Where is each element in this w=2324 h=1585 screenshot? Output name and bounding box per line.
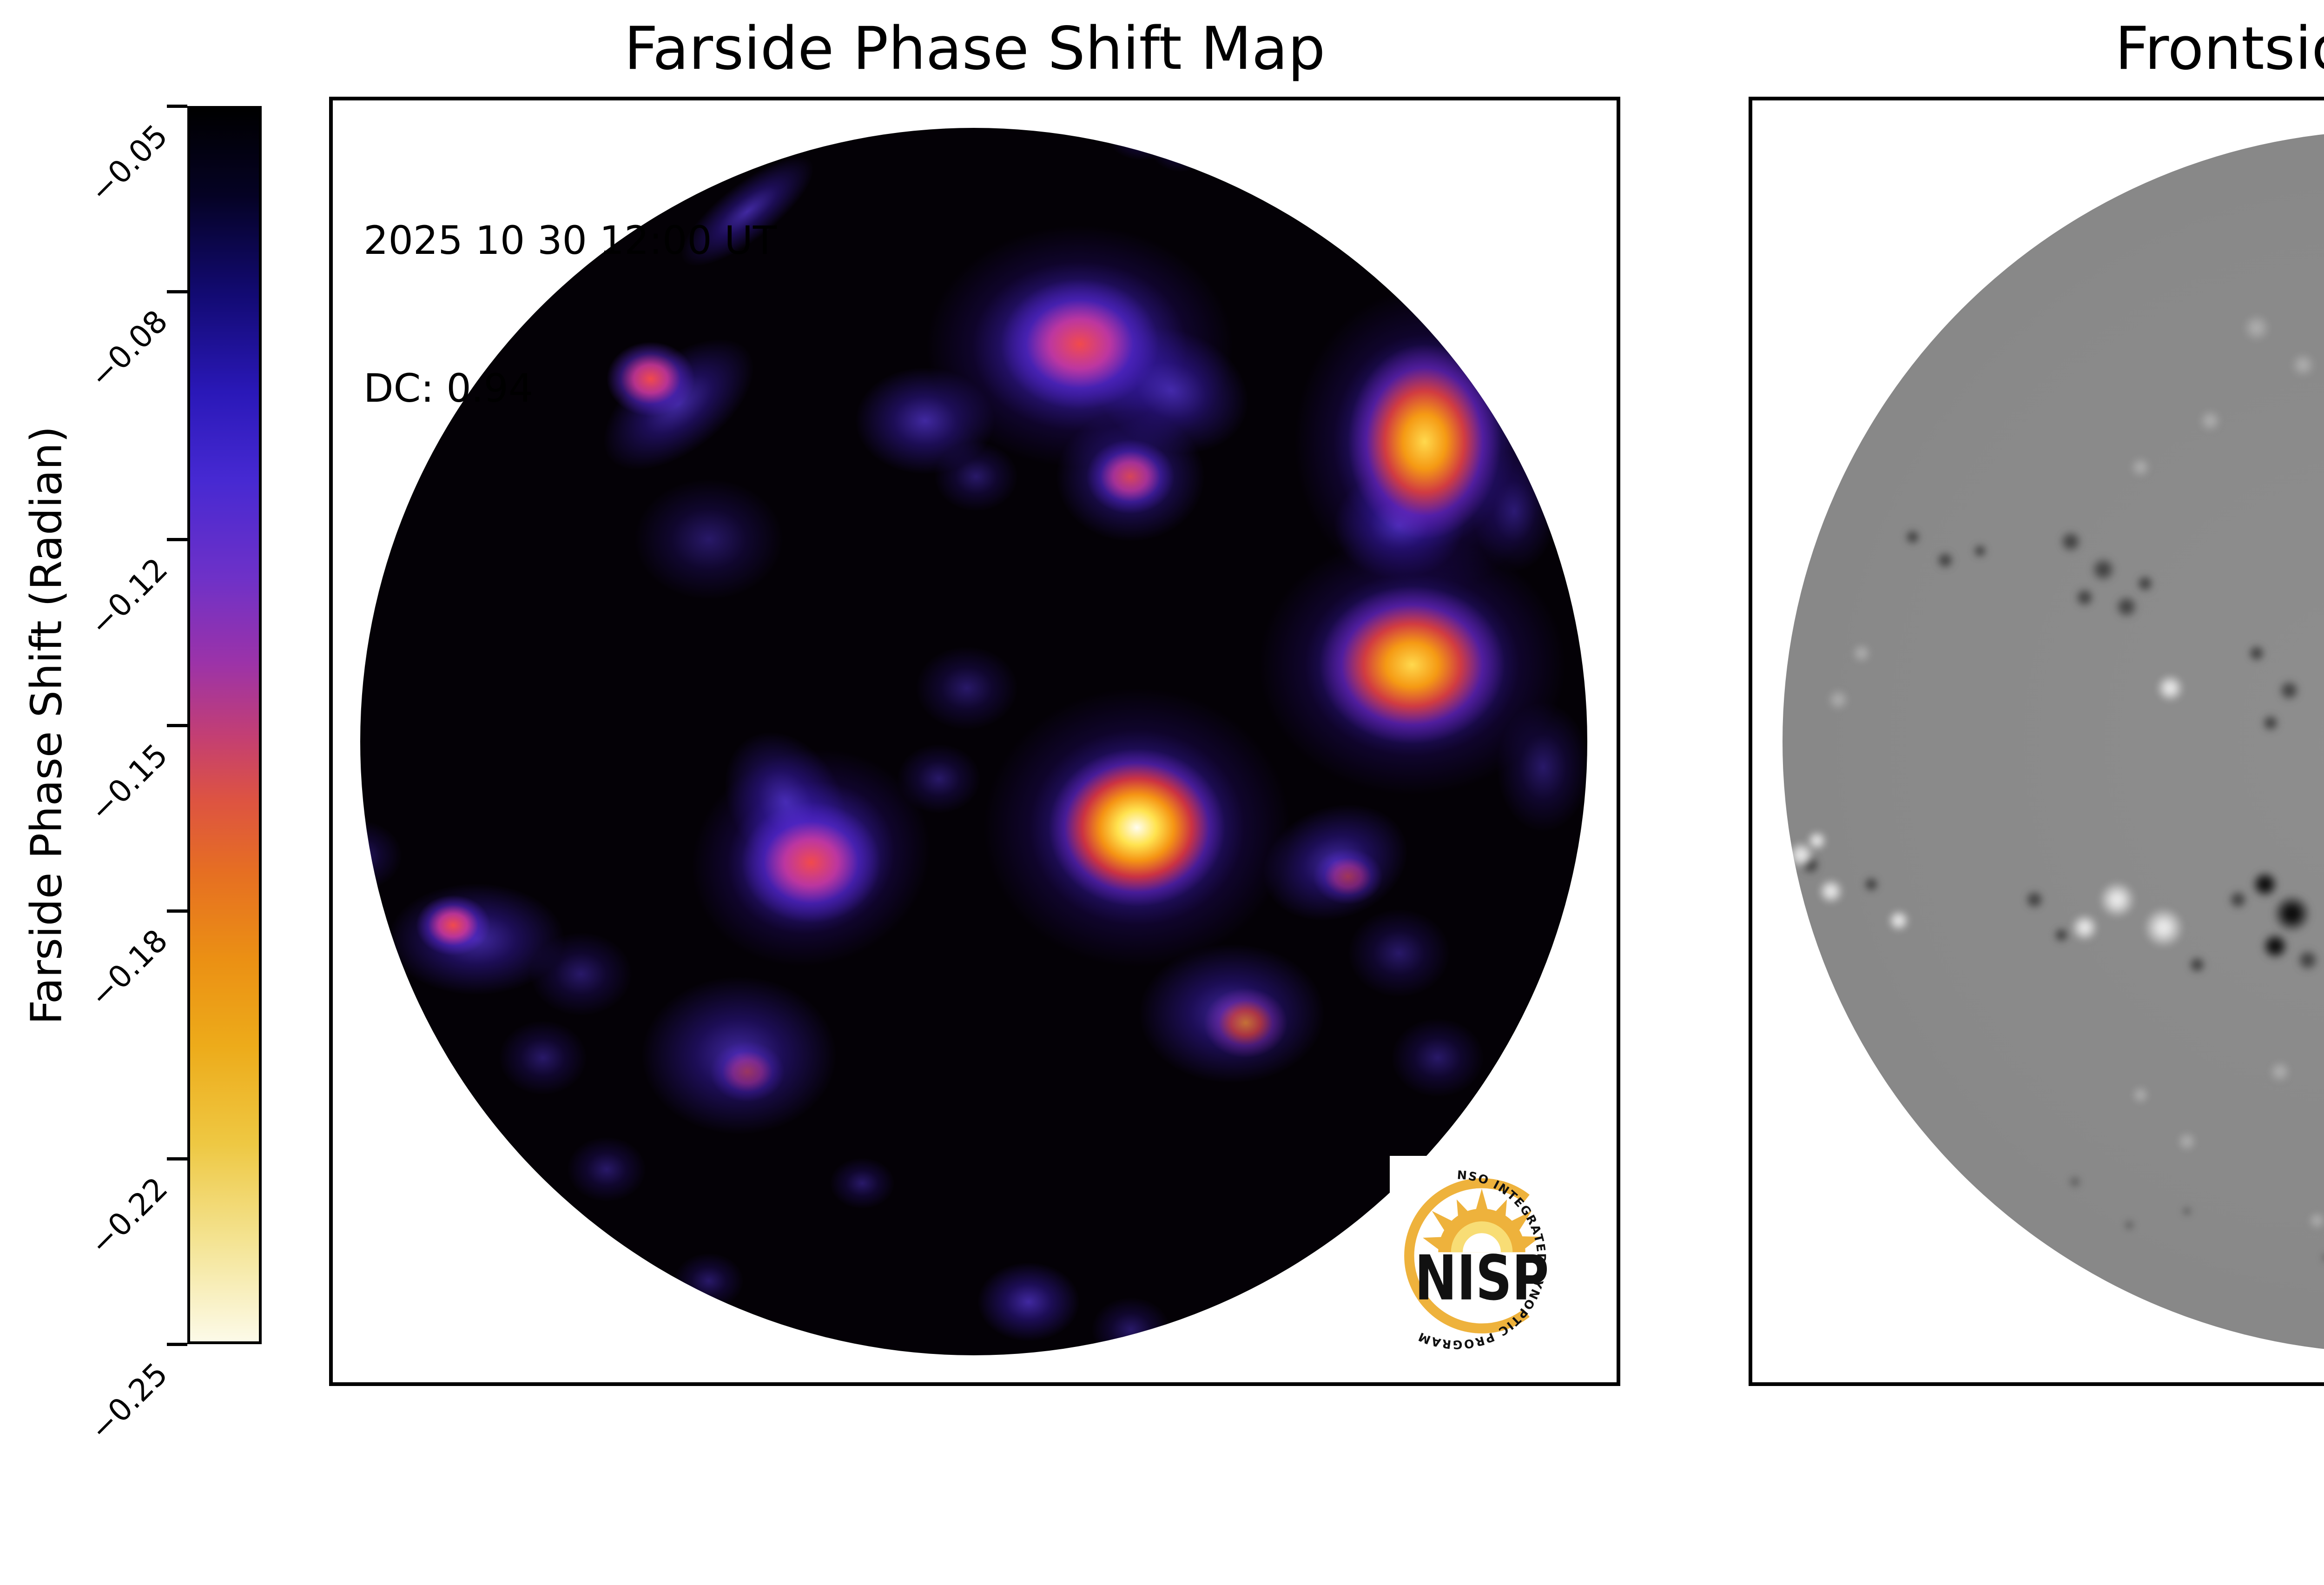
magnetogram-speckle — [2188, 955, 2206, 974]
timestamp-annotation: 2025 10 30 12:00 UT DC: 0.94 — [363, 117, 777, 511]
left-panel-title: Farside Phase Shift Map — [624, 14, 1326, 83]
phase-shift-blob — [1001, 279, 1159, 409]
magnetogram-speckle — [2156, 674, 2184, 702]
phase-shift-blob — [1139, 944, 1325, 1083]
phase-shift-blob — [388, 883, 565, 995]
phase-shift-blob — [1313, 849, 1383, 904]
colorbar-tick — [167, 1157, 187, 1161]
magnetogram-speckle — [1800, 855, 1821, 875]
phase-shift-blob — [1086, 439, 1175, 514]
magnetogram-speckle — [2272, 894, 2311, 933]
nisp-ring-arc — [1404, 1178, 1530, 1333]
magnetogram-speckle — [2143, 907, 2184, 948]
colorbar-axis-label: Farside Phase Shift (Radian) — [21, 425, 72, 1025]
phase-shift-blob — [1391, 1018, 1484, 1097]
magnetogram-speckle — [2024, 889, 2045, 910]
magnetogram-speckle — [2068, 1175, 2082, 1189]
magnetogram-speckle — [2177, 1131, 2197, 1152]
phase-shift-blob — [741, 802, 881, 923]
colorbar-tick — [167, 723, 187, 727]
magnetogram-speckle — [2308, 1211, 2324, 1230]
phase-shift-blob — [984, 688, 1290, 967]
magnetogram-speckle — [2099, 881, 2136, 918]
nisp-logo-left: NISP NSO INTEGRATED SYNOPTIC PROGRAM — [1387, 1161, 1576, 1352]
magnetogram-speckle — [2131, 1086, 2150, 1104]
annotation-duty-cycle: DC: 0.94 — [363, 365, 534, 411]
phase-shift-blob — [1056, 411, 1205, 542]
phase-shift-blob — [530, 932, 632, 1016]
magnetogram-speckle — [1863, 876, 1880, 893]
phase-shift-blob — [710, 1041, 785, 1102]
magnetogram-speckle — [1888, 909, 1910, 932]
magnetogram-speckle — [1827, 689, 1849, 711]
colorbar-tick-label: −0.25 — [82, 1355, 175, 1448]
magnetogram-speckle — [1851, 643, 1872, 663]
magnetogram-speckle — [2247, 644, 2266, 663]
phase-shift-blob — [499, 1021, 587, 1095]
phase-shift-blob — [1497, 702, 1587, 832]
magnetogram-speckle — [1973, 544, 1987, 558]
magnetogram-speckle — [2261, 714, 2280, 732]
magnetogram-speckle — [2090, 557, 2116, 583]
magnetogram-speckle — [2123, 1219, 2135, 1231]
colorbar — [187, 106, 262, 1344]
phase-shift-blob — [830, 1158, 895, 1209]
nisp-wordmark: NISP — [1415, 1243, 1549, 1314]
magnetogram-speckle — [2291, 353, 2315, 377]
phase-shift-blob — [1334, 472, 1464, 579]
phase-shift-blob — [1076, 306, 1267, 475]
annotation-datetime: 2025 10 30 12:00 UT — [363, 218, 777, 263]
magnetogram-speckle — [1904, 529, 1921, 545]
magnetogram-speckle — [2053, 927, 2070, 943]
phase-shift-blob — [1259, 535, 1565, 795]
phase-shift-blob — [1204, 988, 1287, 1058]
nisp-sun-hole — [1463, 1233, 1501, 1253]
magnetogram-speckle — [2261, 932, 2289, 960]
phase-shift-blob — [416, 895, 490, 955]
phase-shift-blob — [1246, 784, 1425, 941]
magnetogram-speckle — [2278, 679, 2300, 702]
colorbar-tick — [167, 909, 187, 913]
magnetogram-speckle — [2296, 948, 2319, 972]
phase-shift-blob — [897, 744, 981, 814]
phase-shift-blob — [567, 1137, 646, 1202]
magnetogram-speckle — [2228, 889, 2248, 910]
figure: Farside Phase Shift (Radian) −0.05 −0.08−… — [21, 14, 2324, 1448]
nisp-flames-icon — [1423, 1188, 1541, 1251]
magnetogram-speckle — [2321, 1252, 2324, 1263]
magnetogram-speckle — [2269, 1061, 2291, 1083]
phase-shift-blob — [1319, 586, 1505, 744]
magnetogram-speckle — [2059, 530, 2082, 553]
phase-shift-blob — [700, 710, 871, 895]
magnetogram-speckle — [2251, 870, 2279, 898]
magnetogram-speckle — [2243, 314, 2271, 342]
magnetogram-speckle — [1936, 551, 1954, 570]
phase-shift-blob — [661, 716, 961, 1000]
colorbar-tick — [167, 1343, 187, 1346]
nisp-logo-backing-left — [1390, 1156, 1617, 1382]
phase-shift-blob — [641, 976, 837, 1134]
phase-shift-blob — [1049, 749, 1225, 907]
right-panel-title: Frontside Mag Map — [2115, 14, 2324, 83]
phase-shift-blob — [855, 367, 995, 474]
magnetogram-speckle — [2181, 1206, 2192, 1217]
phase-shift-blob — [977, 1262, 1080, 1341]
phase-shift-blob — [1348, 909, 1450, 997]
phase-shift-blob — [934, 442, 1018, 511]
magnetogram-speckle — [2130, 457, 2151, 477]
magnetogram-speckle — [1818, 878, 1844, 904]
magnetogram-speckle — [2071, 914, 2099, 942]
colorbar-tick — [167, 105, 187, 108]
magnetogram-speckle — [1807, 830, 1827, 851]
magnetogram-speckle — [2136, 574, 2154, 593]
magnetogram-speckle — [2074, 587, 2095, 608]
magnetogram-speckle — [2114, 595, 2139, 619]
phase-shift-blob — [926, 225, 1233, 467]
colorbar-tick — [167, 290, 187, 294]
colorbar-tick — [167, 538, 187, 542]
magnetogram-speckle — [2199, 410, 2221, 432]
phase-shift-blob — [916, 646, 1018, 730]
